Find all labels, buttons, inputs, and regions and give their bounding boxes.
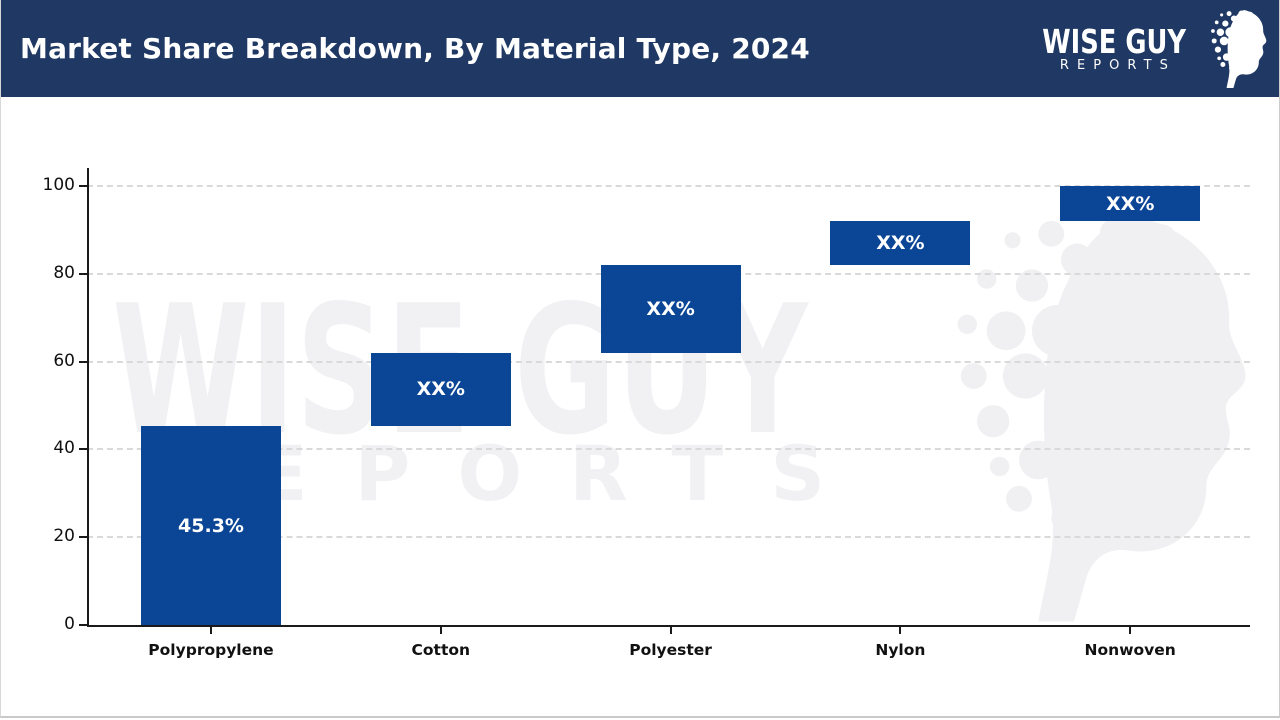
y-tick-label-100: 100 xyxy=(42,175,75,195)
bar-value-label: XX% xyxy=(416,378,465,401)
bar-value-label: XX% xyxy=(876,232,925,255)
bar-value-label: XX% xyxy=(1106,192,1155,215)
wise-guy-logo: WISE GUY REPORTS xyxy=(1020,0,1270,97)
x-tick-cotton xyxy=(439,627,442,634)
x-axis-spine xyxy=(87,625,1250,627)
y-tick-100 xyxy=(79,185,87,187)
bar-value-label: 45.3% xyxy=(178,514,244,537)
x-tick-nylon xyxy=(899,627,902,634)
bar-polypropylene: 45.3% xyxy=(141,426,281,625)
gridline-40 xyxy=(87,448,1250,451)
x-tick-polypropylene xyxy=(210,627,212,634)
y-tick-80 xyxy=(79,272,87,275)
y-tick-0 xyxy=(79,624,87,626)
y-tick-60 xyxy=(79,360,87,363)
x-category-label: Cotton xyxy=(411,641,471,659)
x-category-label: Nylon xyxy=(875,641,926,659)
x-category-label: Polypropylene xyxy=(148,641,274,659)
bar-polyester: XX% xyxy=(600,265,741,353)
logo-subtitle: REPORTS xyxy=(1059,57,1176,73)
dotted-head-profile-icon xyxy=(1211,9,1267,88)
gridline-100 xyxy=(87,185,1250,187)
gridline-60 xyxy=(87,360,1250,363)
bar-nonwoven: XX% xyxy=(1060,186,1201,222)
header-bar: Market Share Breakdown, By Material Type… xyxy=(0,0,1280,97)
page-title: Market Share Breakdown, By Material Type… xyxy=(20,32,810,65)
y-tick-label-40: 40 xyxy=(53,438,75,459)
y-tick-20 xyxy=(79,536,87,539)
x-category-label: Nonwoven xyxy=(1084,641,1176,659)
y-tick-label-80: 80 xyxy=(53,262,75,283)
gridline-20 xyxy=(87,536,1250,539)
x-tick-nonwoven xyxy=(1129,627,1132,634)
x-category-label: Polyester xyxy=(629,641,712,659)
waterfall-chart: 0 20 40 60 80 100 45.3% Polypropylene XX% Cotton X… xyxy=(0,97,1280,720)
y-tick-label-60: 60 xyxy=(53,350,75,371)
bar-nylon: XX% xyxy=(830,221,971,265)
watermark-dotted-head-icon xyxy=(957,214,1246,622)
x-tick-polyester xyxy=(669,627,672,634)
y-tick-label-0: 0 xyxy=(64,614,75,634)
y-tick-label-20: 20 xyxy=(53,526,75,547)
logo-wordmark: WISE GUY xyxy=(1042,21,1186,61)
bar-value-label: XX% xyxy=(646,297,695,320)
y-tick-40 xyxy=(79,448,87,451)
wise-guy-logo-text: WISE GUY REPORTS xyxy=(1022,21,1206,73)
bar-cotton: XX% xyxy=(370,352,511,427)
y-axis-spine xyxy=(87,168,89,627)
